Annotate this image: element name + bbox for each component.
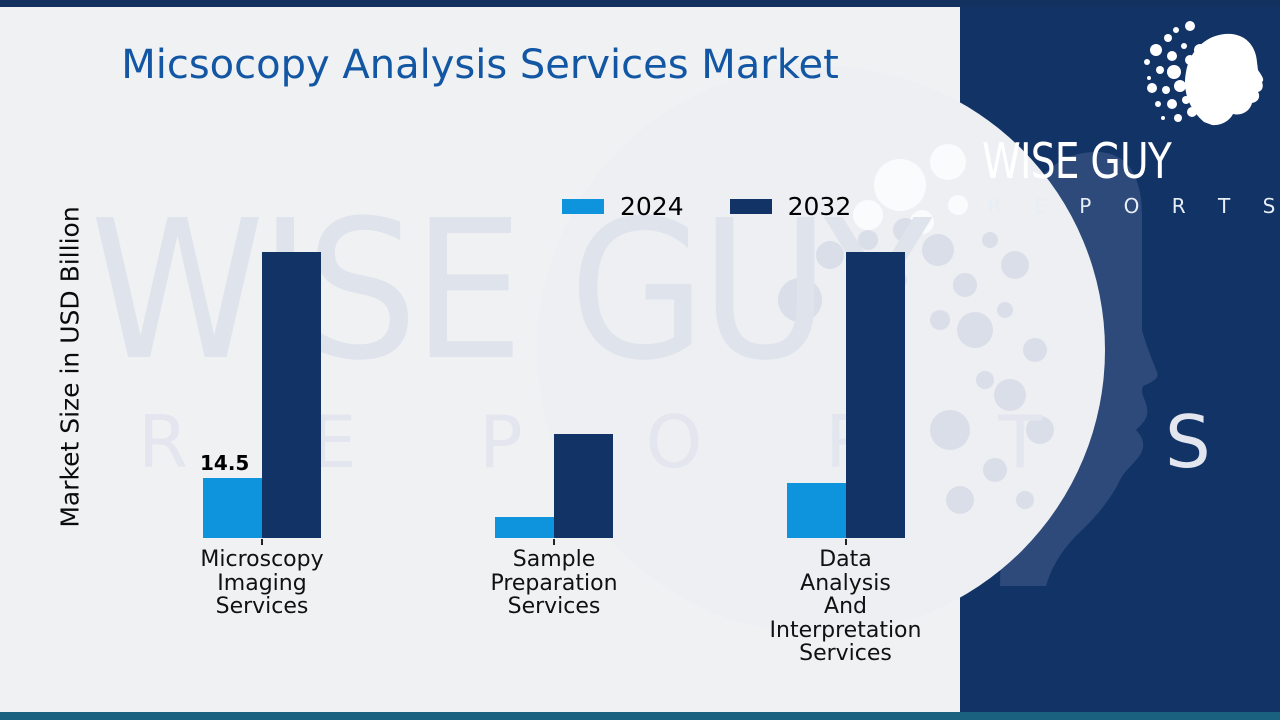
category-label-line: Preparation: [490, 570, 618, 596]
bar-value-label: 14.5: [200, 451, 250, 475]
legend-label: 2032: [787, 192, 852, 221]
legend-swatch-2032: [729, 199, 772, 214]
category-label-line: Services: [507, 594, 601, 619]
category-label-line: And: [824, 594, 867, 619]
category-label-line: Data: [819, 547, 872, 572]
bar-2024-category-1: [495, 517, 554, 538]
category-label-line: Imaging: [217, 570, 307, 596]
bar-2032-category-2: [845, 252, 905, 538]
x-axis-tick: [844, 539, 847, 545]
category-label-0: Microscopy Imaging Services: [112, 548, 412, 619]
bar-2032-category-0: [262, 252, 321, 538]
legend-item-2032: 2032: [729, 192, 852, 221]
bottom-strip: [0, 712, 1280, 720]
category-label-line: Microscopy: [200, 547, 324, 572]
chart-legend: 2024 2032: [562, 192, 851, 221]
x-axis-tick: [261, 539, 263, 545]
category-label-2: Data Analysis And Interpretation Services: [696, 548, 996, 666]
brand-name-text: WISE GUY: [982, 133, 1172, 190]
top-strip: [0, 0, 1280, 7]
bar-2024-category-0: [203, 478, 262, 538]
x-axis-tick: [553, 539, 555, 545]
bar-2032-category-1: [554, 434, 613, 538]
category-label-1: Sample Preparation Services: [404, 548, 704, 619]
legend-swatch-2024: [562, 199, 604, 214]
chart-plot-area: Microscopy Imaging Services Sample Preparati…: [112, 252, 921, 665]
category-label-line: Sample: [512, 547, 596, 572]
legend-label: 2024: [620, 192, 684, 221]
y-axis-label: Market Size in USD Billion: [55, 206, 85, 528]
chart-title: Micsocopy Analysis Services Market: [121, 42, 839, 88]
legend-item-2024: 2024: [562, 192, 684, 221]
brand-reports-text: R E P O R T S: [988, 194, 1280, 218]
category-label-line: Services: [215, 594, 309, 619]
category-label-line: Services: [799, 641, 892, 666]
bar-2024-category-2: [786, 483, 846, 538]
brand-logo: WISE GUY R E P O R T S: [982, 133, 1280, 219]
category-label-line: Interpretation: [769, 617, 922, 643]
category-label-line: Analysis: [800, 570, 891, 596]
